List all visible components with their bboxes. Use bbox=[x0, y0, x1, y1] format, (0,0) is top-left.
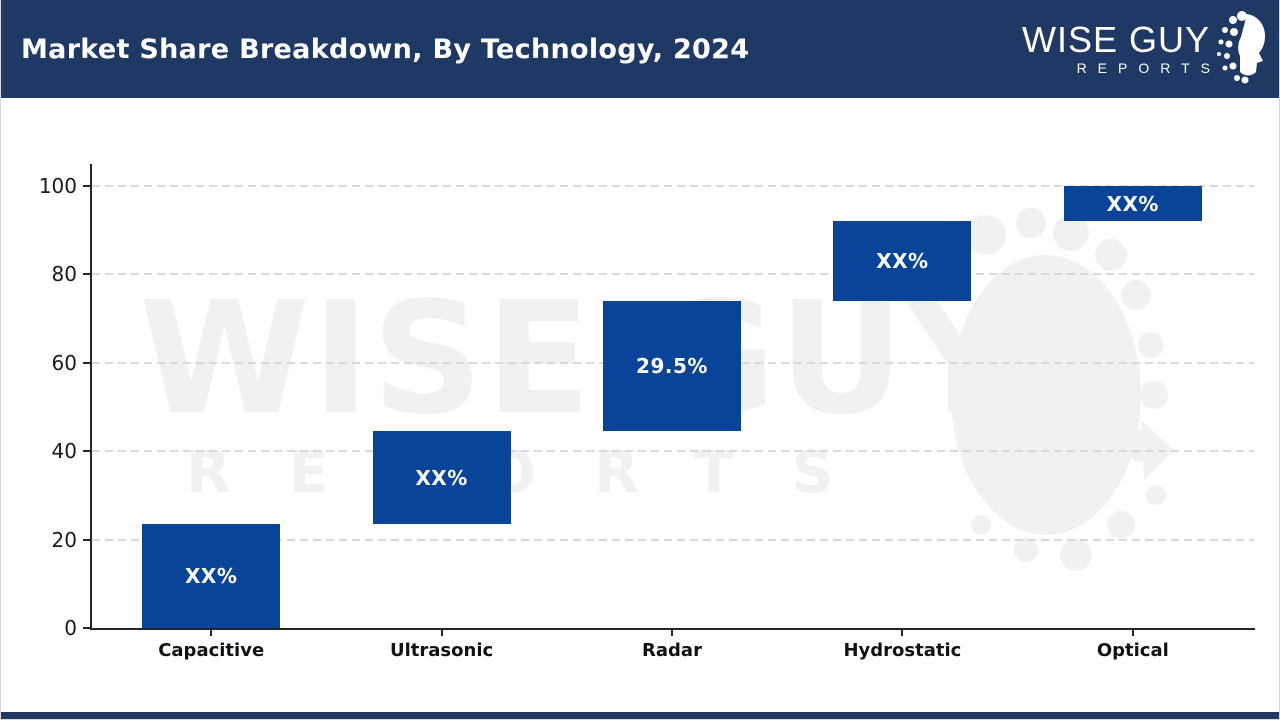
bar-optical: XX% bbox=[1063, 186, 1202, 222]
bar-capacitive: XX% bbox=[142, 524, 281, 628]
y-axis-tick bbox=[83, 185, 91, 187]
x-axis-tick bbox=[440, 630, 443, 636]
logo-subtext: REPORTS bbox=[1076, 60, 1221, 77]
y-axis-tick bbox=[83, 361, 91, 364]
logo-wordmark: WISE GUY bbox=[1021, 18, 1210, 60]
y-axis-tick-label: 0 bbox=[64, 616, 77, 640]
bar-value-label: XX% bbox=[415, 465, 468, 490]
bar-value-label: XX% bbox=[1106, 191, 1159, 216]
x-axis-tick bbox=[210, 630, 213, 636]
gridline bbox=[92, 273, 1254, 276]
page-title: Market Share Breakdown, By Technology, 2… bbox=[21, 33, 750, 65]
bar-value-label: 29.5% bbox=[636, 354, 708, 379]
wiseguy-logo: WISE GUY REPORTS bbox=[1022, 0, 1267, 98]
header: Market Share Breakdown, By Technology, 2… bbox=[1, 0, 1279, 98]
y-axis-tick-label: 40 bbox=[51, 439, 77, 464]
y-axis-tick bbox=[83, 273, 91, 276]
footer-bar bbox=[1, 712, 1279, 719]
x-axis-tick bbox=[901, 630, 904, 636]
x-axis-category-label: Optical bbox=[1096, 640, 1169, 661]
gridline bbox=[92, 185, 1254, 187]
y-axis-tick-label: 20 bbox=[51, 527, 77, 552]
y-axis-tick bbox=[83, 538, 91, 541]
y-axis-line bbox=[90, 164, 92, 630]
y-axis-tick bbox=[83, 627, 91, 629]
bar-value-label: XX% bbox=[184, 564, 238, 589]
x-axis-category-label: Ultrasonic bbox=[390, 640, 494, 661]
x-axis-tick bbox=[1131, 630, 1134, 636]
y-axis-tick-label: 100 bbox=[38, 174, 77, 198]
logo-text: WISE GUY REPORTS bbox=[1021, 18, 1210, 76]
x-axis-category-label: Radar bbox=[642, 640, 702, 661]
gridline bbox=[92, 538, 1254, 541]
logo-head-icon bbox=[1217, 11, 1265, 84]
x-axis-category-label: Capacitive bbox=[158, 640, 265, 661]
x-axis-line bbox=[90, 628, 1255, 630]
bar-hydrostatic: XX% bbox=[833, 221, 972, 301]
gridline bbox=[92, 450, 1254, 453]
y-axis-tick-label: 80 bbox=[51, 262, 77, 287]
bar-radar: 29.5% bbox=[603, 300, 741, 432]
x-axis-tick bbox=[671, 630, 673, 636]
y-axis-tick-label: 60 bbox=[51, 350, 77, 375]
y-axis-tick bbox=[83, 450, 91, 453]
bar-value-label: XX% bbox=[876, 249, 929, 274]
x-axis-category-label: Hydrostatic bbox=[843, 640, 962, 661]
bar-ultrasonic: XX% bbox=[372, 431, 511, 525]
